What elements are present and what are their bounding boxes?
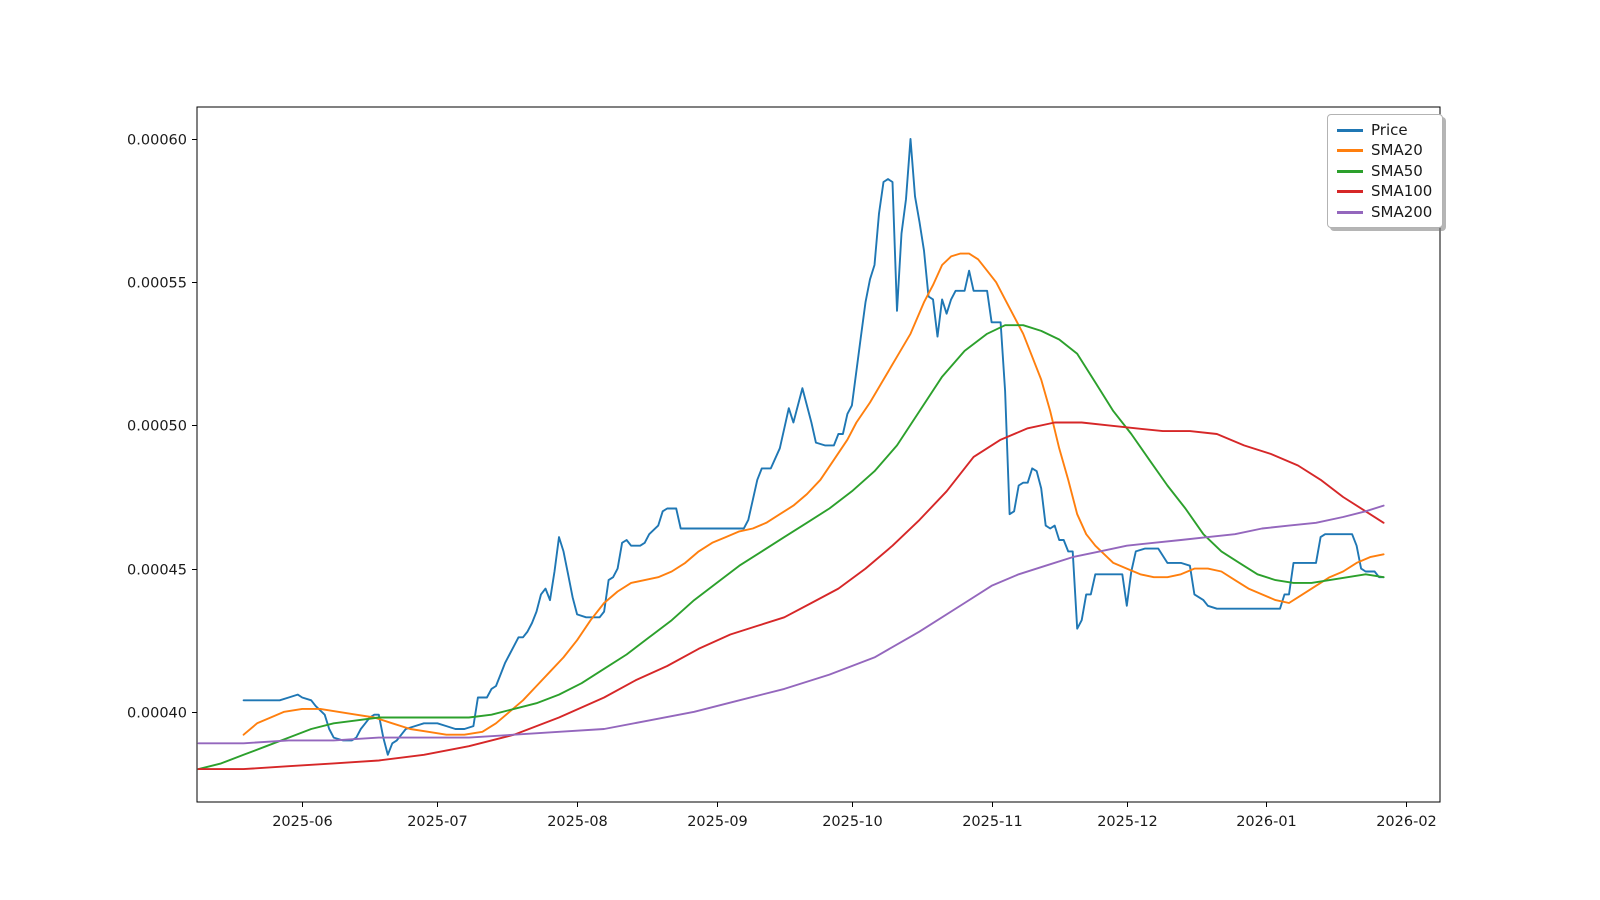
- legend-swatch-sma200: [1337, 210, 1363, 214]
- legend-entry-sma100: SMA100: [1337, 182, 1432, 203]
- x-tick-label: 2025-08: [547, 814, 608, 830]
- x-tick-label: 2026-02: [1376, 814, 1437, 830]
- y-tick-label: 0.00040: [127, 706, 187, 722]
- legend-box: Price SMA20 SMA50 SMA100 SMA200: [1327, 114, 1444, 228]
- axes-frame: [196, 106, 1441, 803]
- series-line-price: [242, 138, 1385, 756]
- x-tick-label: 2025-12: [1097, 814, 1158, 830]
- x-tick-label: 2025-10: [822, 814, 883, 830]
- y-tick-label: 0.00060: [127, 133, 187, 149]
- y-tick-label: 0.00055: [127, 276, 187, 292]
- legend-label-sma100: SMA100: [1371, 182, 1433, 201]
- x-tick-label: 2025-06: [272, 814, 333, 830]
- legend-swatch-sma20: [1337, 149, 1363, 153]
- legend-label-sma20: SMA20: [1371, 141, 1423, 160]
- legend-entry-price: Price: [1337, 120, 1432, 141]
- series-line-sma20: [242, 252, 1385, 736]
- series-line-sma100: [197, 421, 1385, 771]
- legend-label-price: Price: [1371, 120, 1408, 139]
- y-tick-label: 0.00045: [127, 563, 187, 579]
- series-line-sma200: [197, 504, 1385, 745]
- x-tick-label: 2025-09: [687, 814, 748, 830]
- legend-label-sma50: SMA50: [1371, 161, 1423, 180]
- legend-entry-sma20: SMA20: [1337, 141, 1432, 162]
- x-tick-label: 2026-01: [1236, 814, 1297, 830]
- legend-swatch-price: [1337, 128, 1363, 132]
- legend-swatch-sma100: [1337, 190, 1363, 194]
- series-line-sma50: [197, 324, 1385, 771]
- y-tick-label: 0.00050: [127, 419, 187, 435]
- legend-label-sma200: SMA200: [1371, 202, 1433, 221]
- legend-swatch-sma50: [1337, 169, 1363, 173]
- legend-entry-sma200: SMA200: [1337, 202, 1432, 223]
- legend-entry-sma50: SMA50: [1337, 161, 1432, 182]
- x-tick-label: 2025-07: [407, 814, 468, 830]
- x-tick-label: 2025-11: [962, 814, 1023, 830]
